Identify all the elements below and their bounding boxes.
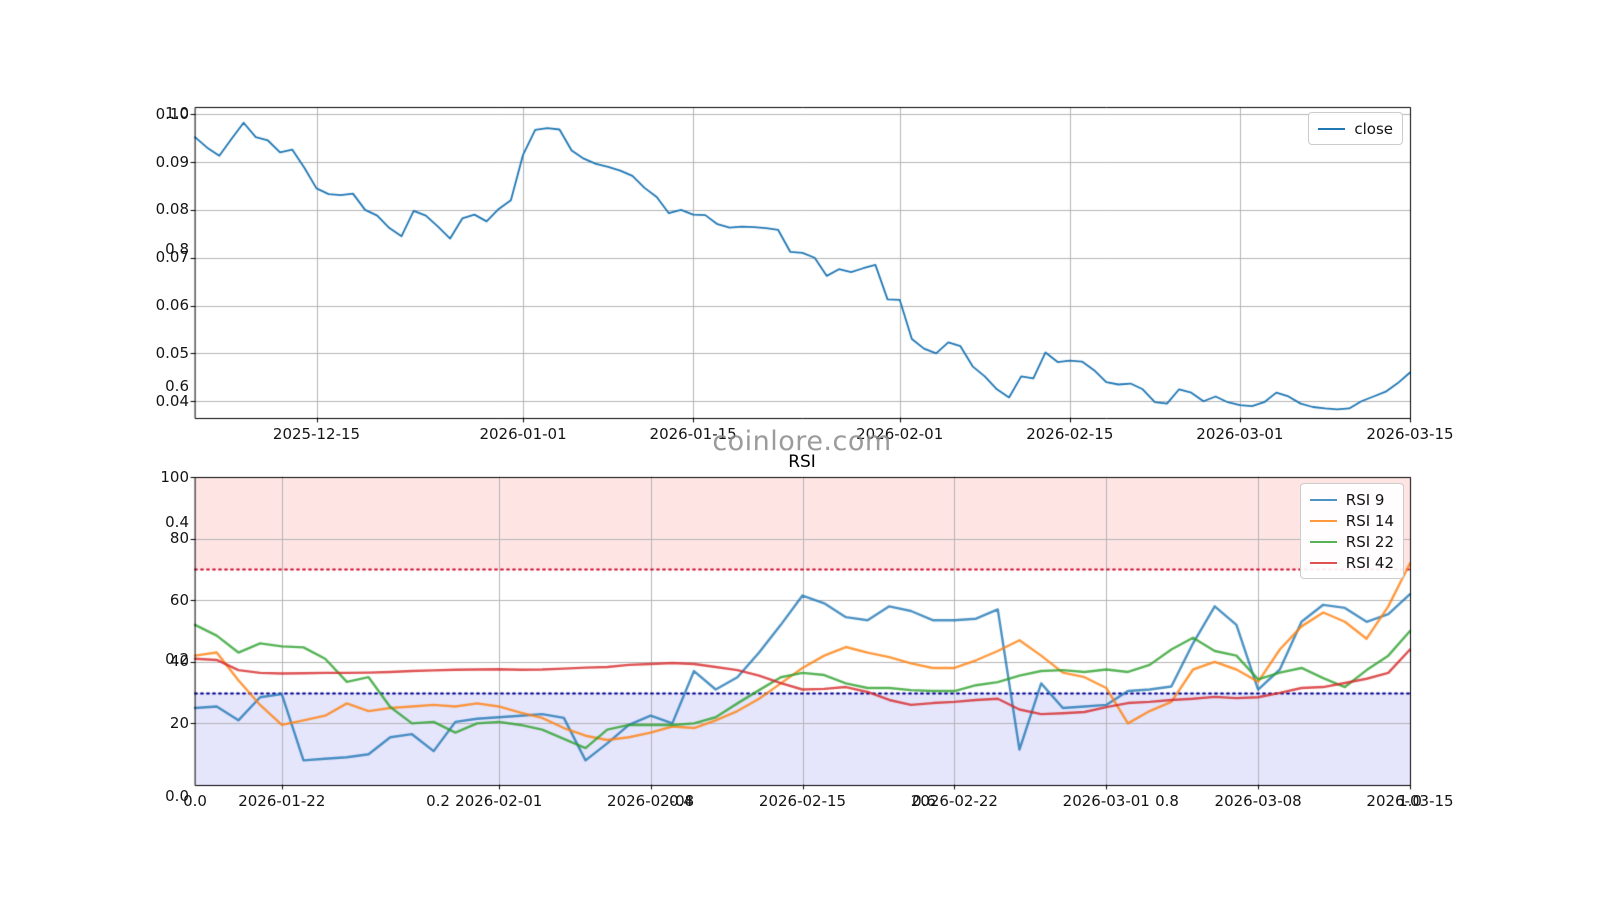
legend-entry: RSI 14	[1309, 510, 1394, 531]
overlay-x-tick-label: 0.0	[183, 792, 207, 810]
legend-label: RSI 14	[1345, 511, 1394, 530]
x-tick-label: 2025-12-15	[272, 425, 361, 443]
overlay-y-tick-label: 0.4	[165, 513, 189, 532]
y-tick-label: 0.05	[155, 343, 189, 362]
x-tick-label: 2026-02-08	[607, 792, 695, 810]
x-tick-label: 2026-03-15	[1366, 425, 1454, 443]
legend-label: RSI 9	[1345, 490, 1385, 509]
x-tick-label: 2026-01-01	[479, 425, 567, 443]
y-tick-label: 0.06	[155, 296, 189, 315]
legend-entry: close	[1318, 118, 1393, 139]
x-tick-label: 2026-02-01	[856, 425, 944, 443]
x-tick-label: 2026-01-15	[649, 425, 737, 443]
overlay-y-tick-label: 0.8	[165, 240, 189, 259]
overlay-y-tick-label: 1.0	[165, 103, 189, 122]
legend-label: close	[1354, 119, 1393, 138]
legend-entry: RSI 22	[1309, 531, 1394, 552]
legend-entry: RSI 9	[1309, 489, 1394, 510]
overlay-x-tick-label: 0.4	[669, 792, 693, 810]
y-tick-label: 0.08	[155, 200, 189, 219]
overlay-x-tick-label: 0.6	[912, 792, 936, 810]
rsi-legend: RSI 9 RSI 14 RSI 22 RSI 42	[1299, 483, 1404, 579]
y-tick-label: 0.07	[155, 248, 189, 267]
x-tick-label: 2026-03-01	[1196, 425, 1284, 443]
x-tick-label: 2026-02-15	[1026, 425, 1114, 443]
y-tick-label: 0.04	[155, 391, 189, 410]
x-tick-label: 2026-02-15	[758, 792, 847, 810]
legend-entry: RSI 42	[1309, 552, 1394, 573]
legend-line-sample	[1309, 519, 1337, 522]
legend-line-sample	[1318, 127, 1346, 130]
y-tick-label: 40	[169, 652, 189, 671]
x-tick-label: 2026-03-01	[1062, 792, 1150, 810]
x-tick-label: 2026-03-08	[1214, 792, 1302, 810]
overlay-y-tick-label: 0.2	[165, 649, 189, 668]
legend-line-sample	[1309, 498, 1337, 501]
x-tick-label: 2026-02-01	[455, 792, 543, 810]
legend-label: RSI 22	[1345, 532, 1394, 551]
x-tick-label: 2026-01-22	[238, 792, 326, 810]
overlay-x-tick-label: 1.0	[1398, 792, 1422, 810]
y-tick-label: 100	[160, 467, 189, 486]
y-tick-label: 60	[169, 590, 189, 609]
y-tick-label: 80	[169, 529, 189, 548]
y-tick-label: 20	[169, 713, 189, 732]
overlay-y-tick-label: 0.6	[165, 376, 189, 395]
rsi-chart-title: RSI	[788, 452, 816, 472]
overlay-y-tick-label: 0.0	[165, 786, 189, 805]
legend-label: RSI 42	[1345, 553, 1394, 572]
y-tick-label: 0.10	[155, 104, 189, 123]
watermark: coinlore.com	[712, 426, 892, 457]
price-legend: close	[1308, 112, 1403, 145]
y-tick-label: 0.09	[155, 152, 189, 171]
x-tick-label: 2026-03-15	[1366, 792, 1454, 810]
legend-line-sample	[1309, 540, 1337, 543]
x-tick-label: 2026-02-22	[910, 792, 998, 810]
legend-line-sample	[1309, 561, 1337, 564]
overlay-x-tick-label: 0.2	[426, 792, 450, 810]
overlay-x-tick-label: 0.8	[1155, 792, 1179, 810]
